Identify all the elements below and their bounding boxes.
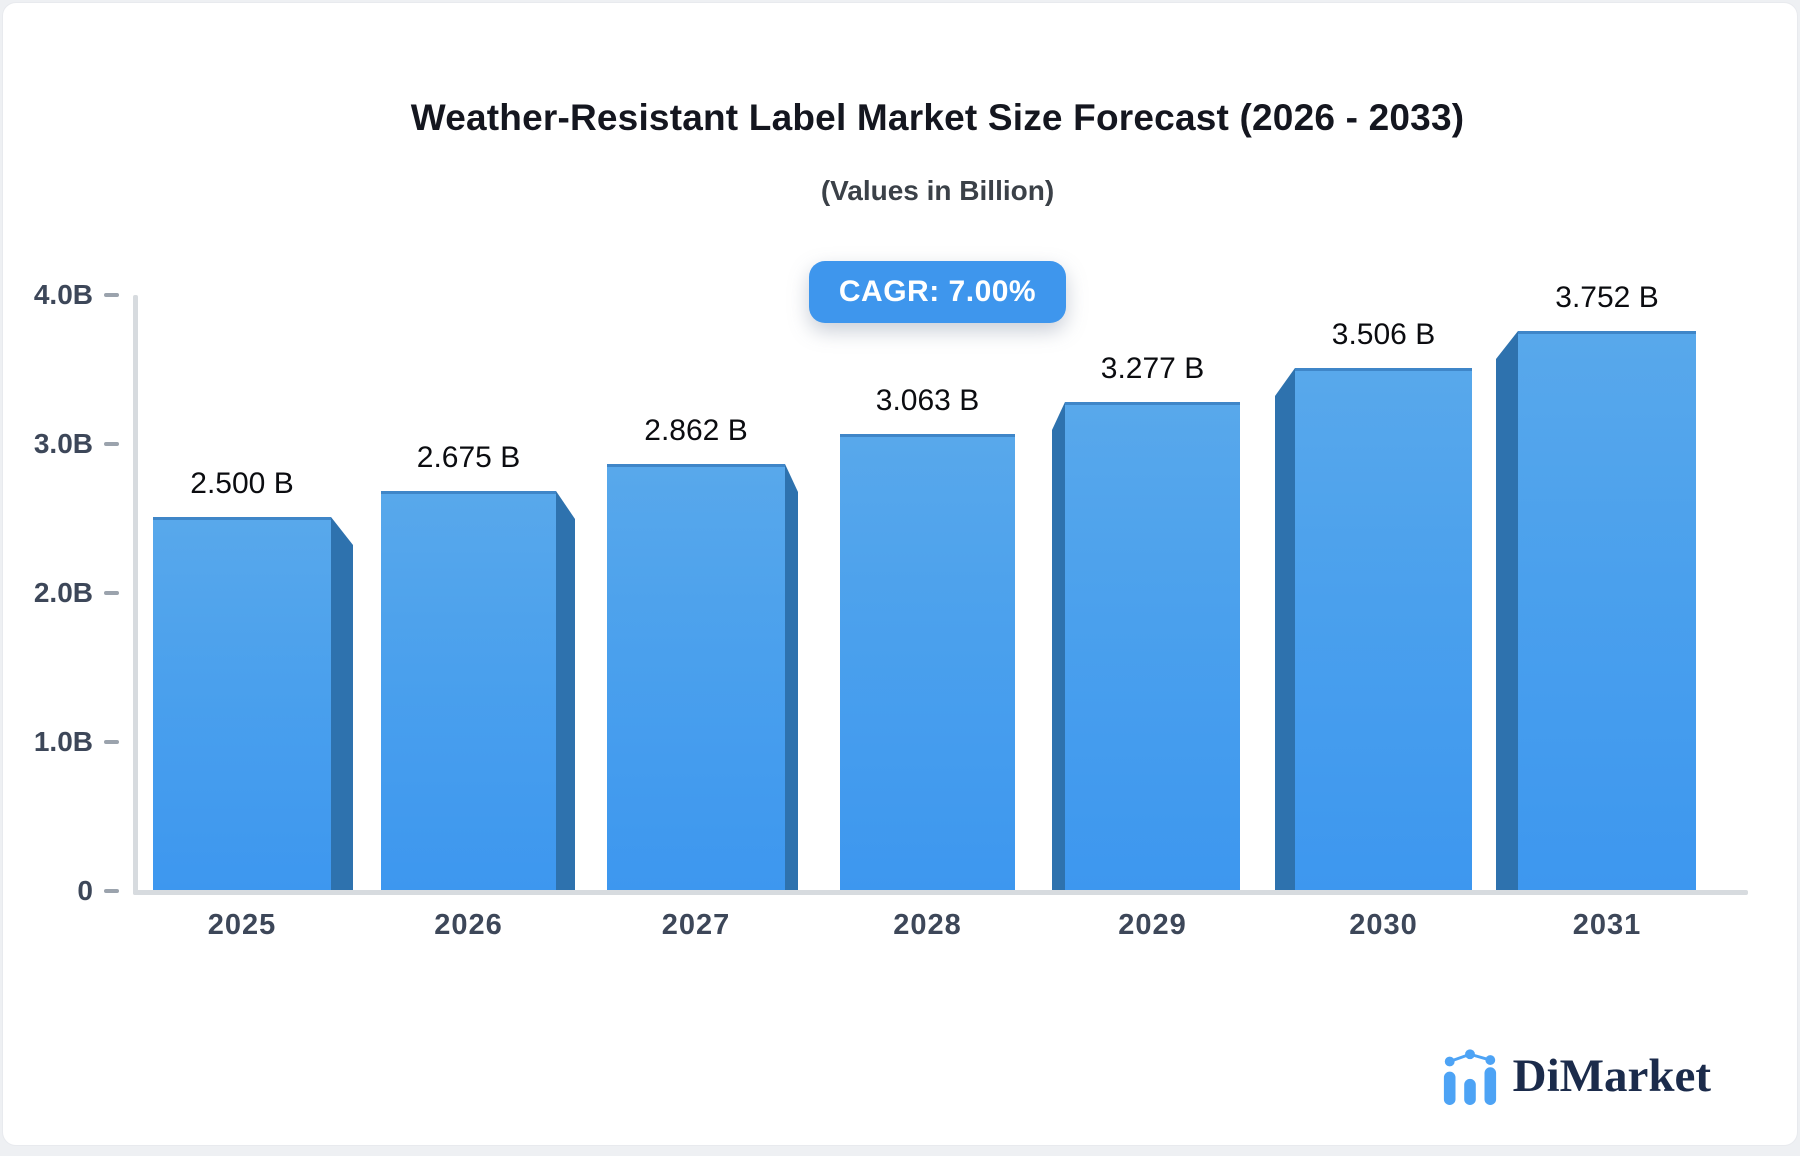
y-axis-line	[133, 295, 138, 895]
y-tick-label-1.0B: 1.0B	[33, 726, 93, 757]
bar-value-label-2031: 3.752 B	[1555, 281, 1659, 314]
y-tick-mark	[104, 740, 119, 744]
bar-3d-side-2025	[331, 517, 353, 890]
bar-3d-side-2031	[1496, 331, 1518, 890]
x-tick-label-2026: 2026	[434, 909, 503, 941]
y-tick-mark	[104, 591, 119, 595]
bar-3d-side-2030	[1275, 368, 1295, 890]
bar-2026[interactable]	[381, 491, 556, 890]
bar-value-label-2026: 2.675 B	[416, 441, 521, 474]
x-tick-label-2025: 2025	[207, 909, 277, 941]
x-tick-label-2031: 2031	[1572, 909, 1642, 941]
y-tick-mark	[104, 442, 119, 446]
brand-logo-text: DiMarket	[1512, 1050, 1711, 1102]
chart-title: Weather-Resistant Label Market Size Fore…	[410, 97, 1465, 138]
bar-value-label-2027: 2.862 B	[644, 414, 748, 447]
bar-3d-side-2026	[556, 491, 575, 890]
brand-logo: DiMarket	[1441, 1045, 1711, 1107]
cagr-badge: CAGR: 7.00%	[808, 261, 1067, 323]
bar-2028[interactable]	[840, 434, 1015, 890]
bar-value-label-2025: 2.500 B	[190, 467, 294, 500]
bar-3d-side-2029	[1052, 402, 1065, 890]
y-tick-label-4.0B: 4.0B	[33, 279, 93, 310]
bar-3d-side-2027	[785, 464, 798, 890]
y-tick-mark	[104, 293, 119, 297]
x-tick-label-2027: 2027	[661, 909, 731, 941]
bar-value-label-2029: 3.277 B	[1100, 352, 1205, 385]
plot-area: 4.0B 3.0B 2.0B 1.0B 0 2.500 B 2.675 B 2.862 B 3…	[34, 279, 1748, 941]
x-tick-label-2030: 2030	[1349, 909, 1418, 941]
y-tick-mark	[104, 889, 119, 893]
bar-value-label-2028: 3.063 B	[875, 384, 980, 417]
bar-2025[interactable]	[153, 517, 331, 890]
y-tick-label-0: 0	[77, 875, 93, 906]
x-tick-label-2028: 2028	[893, 909, 962, 941]
bar-2027[interactable]	[607, 464, 785, 890]
x-axis-line	[133, 890, 1748, 895]
x-tick-label-2029: 2029	[1118, 909, 1187, 941]
bar-2031[interactable]	[1518, 331, 1696, 890]
bar-value-label-2030: 3.506 B	[1331, 318, 1436, 351]
y-tick-label-2.0B: 2.0B	[33, 577, 93, 608]
bar-2029[interactable]	[1065, 402, 1240, 890]
chart-subtitle: (Values in Billion)	[820, 175, 1055, 206]
brand-logo-icon	[1443, 1049, 1496, 1105]
cagr-badge-row: CAGR: 7.00%	[133, 259, 1742, 325]
bar-2030[interactable]	[1295, 368, 1472, 890]
y-tick-label-3.0B: 3.0B	[33, 428, 93, 459]
